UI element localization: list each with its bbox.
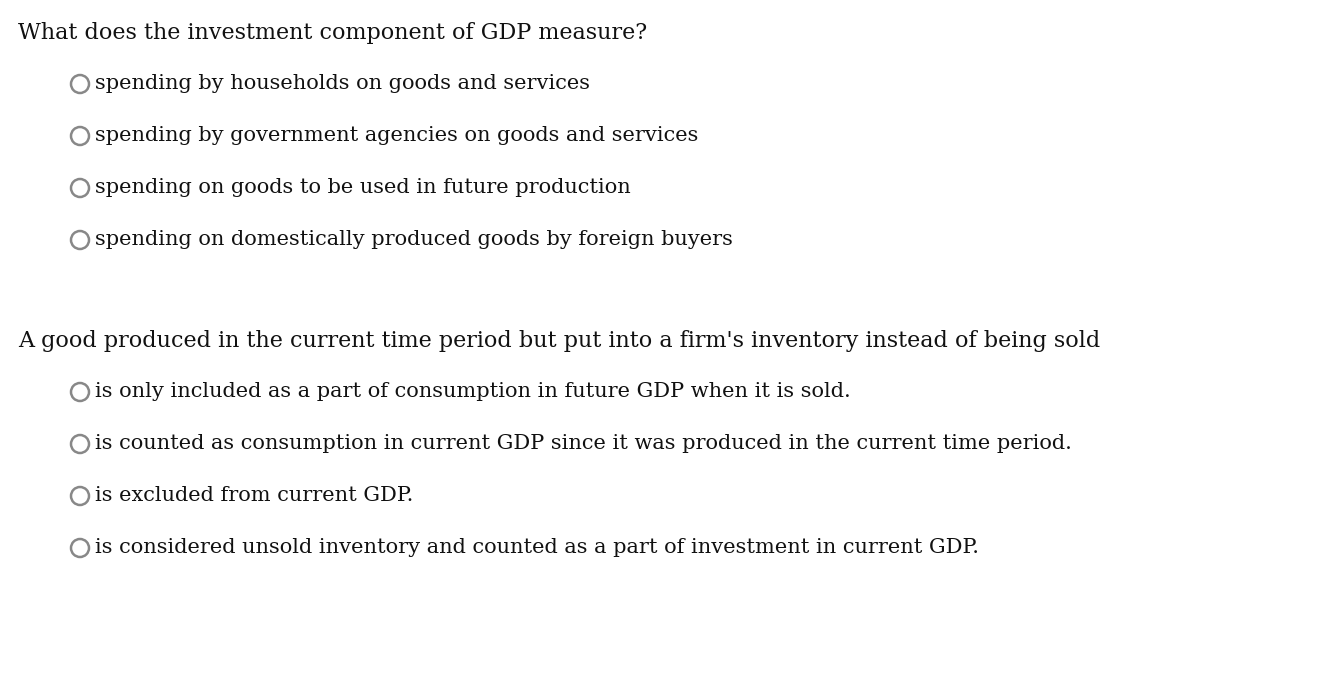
Text: is only included as a part of consumption in future GDP when it is sold.: is only included as a part of consumptio…	[95, 382, 850, 401]
Text: is considered unsold inventory and counted as a part of investment in current GD: is considered unsold inventory and count…	[95, 538, 979, 557]
Text: spending on domestically produced goods by foreign buyers: spending on domestically produced goods …	[95, 230, 733, 249]
Text: What does the investment component of GDP measure?: What does the investment component of GD…	[17, 22, 647, 44]
Text: spending by government agencies on goods and services: spending by government agencies on goods…	[95, 126, 698, 145]
Text: is counted as consumption in current GDP since it was produced in the current ti: is counted as consumption in current GDP…	[95, 434, 1072, 453]
Text: is excluded from current GDP.: is excluded from current GDP.	[95, 486, 413, 505]
Text: A good produced in the current time period but put into a firm's inventory inste: A good produced in the current time peri…	[17, 330, 1100, 352]
Text: spending by households on goods and services: spending by households on goods and serv…	[95, 74, 590, 93]
Text: spending on goods to be used in future production: spending on goods to be used in future p…	[95, 178, 631, 197]
